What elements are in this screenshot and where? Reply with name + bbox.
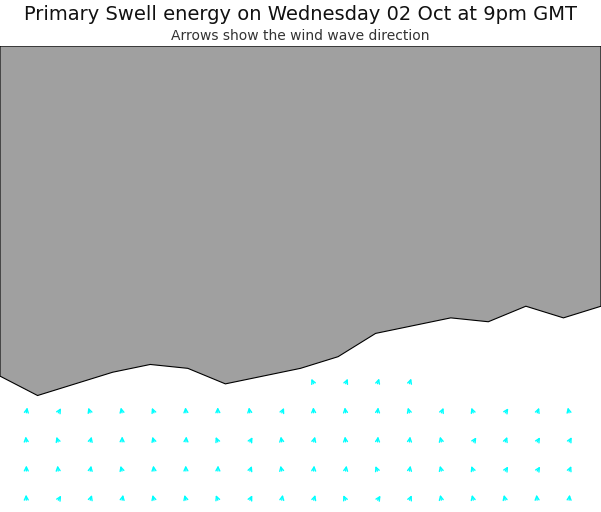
- Text: Arrows show the wind wave direction: Arrows show the wind wave direction: [171, 29, 430, 43]
- Polygon shape: [0, 46, 601, 395]
- Text: Primary Swell energy on Wednesday 02 Oct at 9pm GMT: Primary Swell energy on Wednesday 02 Oct…: [24, 5, 577, 24]
